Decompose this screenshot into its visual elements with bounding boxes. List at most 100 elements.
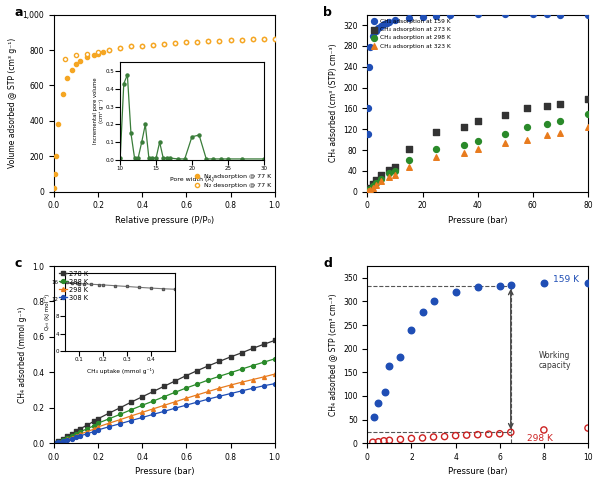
Line: N₂ adsorption @ 77 K: N₂ adsorption @ 77 K (52, 37, 277, 190)
CH₄ adsorption at 298 K (365, 185, 375, 192)
298 K (128, 413, 135, 419)
CH₄ adsorption at 159 K (418, 13, 427, 20)
CH₄ adsorption at 159 K (365, 43, 375, 51)
N₂ adsorption @ 77 K (172, 40, 179, 46)
N₂ desorption @ 77 K (227, 37, 234, 43)
N₂ desorption @ 77 K (194, 38, 201, 44)
298 K (116, 417, 124, 423)
308 K (172, 405, 179, 411)
N₂ desorption @ 77 K (172, 40, 179, 46)
CH₄ adsorption at 159 K (390, 17, 400, 24)
Point (369, 413, 379, 421)
288 K (271, 356, 278, 362)
N₂ desorption @ 77 K (238, 37, 245, 43)
N₂ desorption @ 77 K (249, 37, 256, 42)
298 K (238, 379, 245, 385)
N₂ desorption @ 77 K (216, 38, 223, 44)
278 K (128, 399, 135, 405)
298 K (55, 439, 62, 445)
N₂ adsorption @ 77 K (238, 37, 245, 43)
308 K (90, 429, 97, 434)
278 K (116, 405, 124, 411)
N₂ adsorption @ 77 K (73, 61, 80, 67)
N₂ desorption @ 77 K (95, 49, 102, 55)
N₂ desorption @ 77 K (183, 39, 190, 45)
CH₄ adsorption at 159 K (363, 131, 373, 138)
CH₄ adsorption at 273 K (365, 184, 375, 191)
CH₄ adsorption at 323 K (371, 182, 380, 189)
308 K (139, 414, 146, 420)
308 K (64, 437, 71, 443)
CH₄ adsorption at 298 K (368, 183, 377, 190)
298 K (77, 431, 84, 437)
278 K (249, 345, 256, 351)
Legend: CH₄ adsorption at 159 K, CH₄ adsorption at 273 K, CH₄ adsorption at 298 K, CH₄ a: CH₄ adsorption at 159 K, CH₄ adsorption … (369, 17, 452, 51)
278 K (64, 433, 71, 439)
N₂ adsorption @ 77 K (55, 121, 62, 127)
278 K (59, 436, 67, 442)
N₂ adsorption @ 77 K (161, 41, 168, 47)
CH₄ adsorption at 273 K (542, 102, 551, 110)
Point (583, 279, 593, 286)
CH₄ adsorption at 273 K (385, 166, 394, 174)
CH₄ adsorption at 159 K (363, 105, 373, 112)
N₂ adsorption @ 77 K (95, 51, 102, 56)
298 K (194, 392, 201, 398)
N₂ desorption @ 77 K (271, 36, 278, 41)
Point (495, 430, 505, 438)
N₂ adsorption @ 77 K (77, 58, 84, 64)
298 K (64, 436, 71, 442)
CH₄ adsorption at 273 K (368, 180, 377, 188)
N₂ desorption @ 77 K (106, 47, 113, 53)
288 K (83, 426, 91, 432)
Point (495, 282, 505, 290)
CH₄ adsorption at 298 K (363, 187, 373, 195)
288 K (50, 440, 58, 446)
N₂ adsorption @ 77 K (90, 53, 97, 58)
CH₄ adsorption at 298 K (376, 175, 386, 183)
CH₄ adsorption at 298 K (431, 145, 441, 153)
N₂ adsorption @ 77 K (227, 37, 234, 43)
278 K (83, 422, 91, 428)
CH₄ adsorption at 323 K (365, 186, 375, 193)
CH₄ adsorption at 273 K (376, 171, 386, 179)
CH₄ adsorption at 159 K (368, 33, 377, 40)
278 K (95, 416, 102, 422)
CH₄ adsorption at 159 K (385, 18, 394, 26)
298 K (139, 410, 146, 415)
Point (429, 433, 439, 441)
CH₄ adsorption at 159 K (445, 11, 455, 19)
CH₄ adsorption at 273 K (390, 163, 400, 170)
Point (385, 436, 394, 444)
CH₄ adsorption at 159 K (404, 14, 413, 22)
298 K (149, 406, 157, 412)
Point (418, 434, 427, 442)
278 K (216, 358, 223, 364)
Point (484, 431, 494, 438)
N₂ adsorption @ 77 K (205, 38, 212, 44)
Y-axis label: Volume adsorbed @ STP (cm³ g⁻¹): Volume adsorbed @ STP (cm³ g⁻¹) (8, 38, 17, 169)
298 K (271, 371, 278, 377)
308 K (106, 424, 113, 430)
298 K (161, 402, 168, 408)
N₂ desorption @ 77 K (205, 38, 212, 44)
298 K (216, 385, 223, 391)
298 K (249, 376, 256, 382)
CH₄ adsorption at 298 K (459, 141, 469, 149)
298 K (183, 395, 190, 401)
308 K (77, 433, 84, 439)
288 K (149, 398, 157, 404)
N₂ desorption @ 77 K (83, 51, 91, 56)
N₂ adsorption @ 77 K (194, 38, 201, 44)
N₂ adsorption @ 77 K (139, 43, 146, 49)
Point (368, 438, 377, 446)
CH₄ adsorption at 323 K (404, 163, 413, 170)
CH₄ adsorption at 323 K (368, 184, 377, 191)
308 K (183, 402, 190, 408)
CH₄ adsorption at 298 K (500, 131, 510, 138)
Point (451, 431, 460, 439)
CH₄ adsorption at 298 K (390, 167, 400, 175)
288 K (128, 407, 135, 412)
278 K (205, 363, 212, 369)
N₂ adsorption @ 77 K (116, 45, 124, 51)
